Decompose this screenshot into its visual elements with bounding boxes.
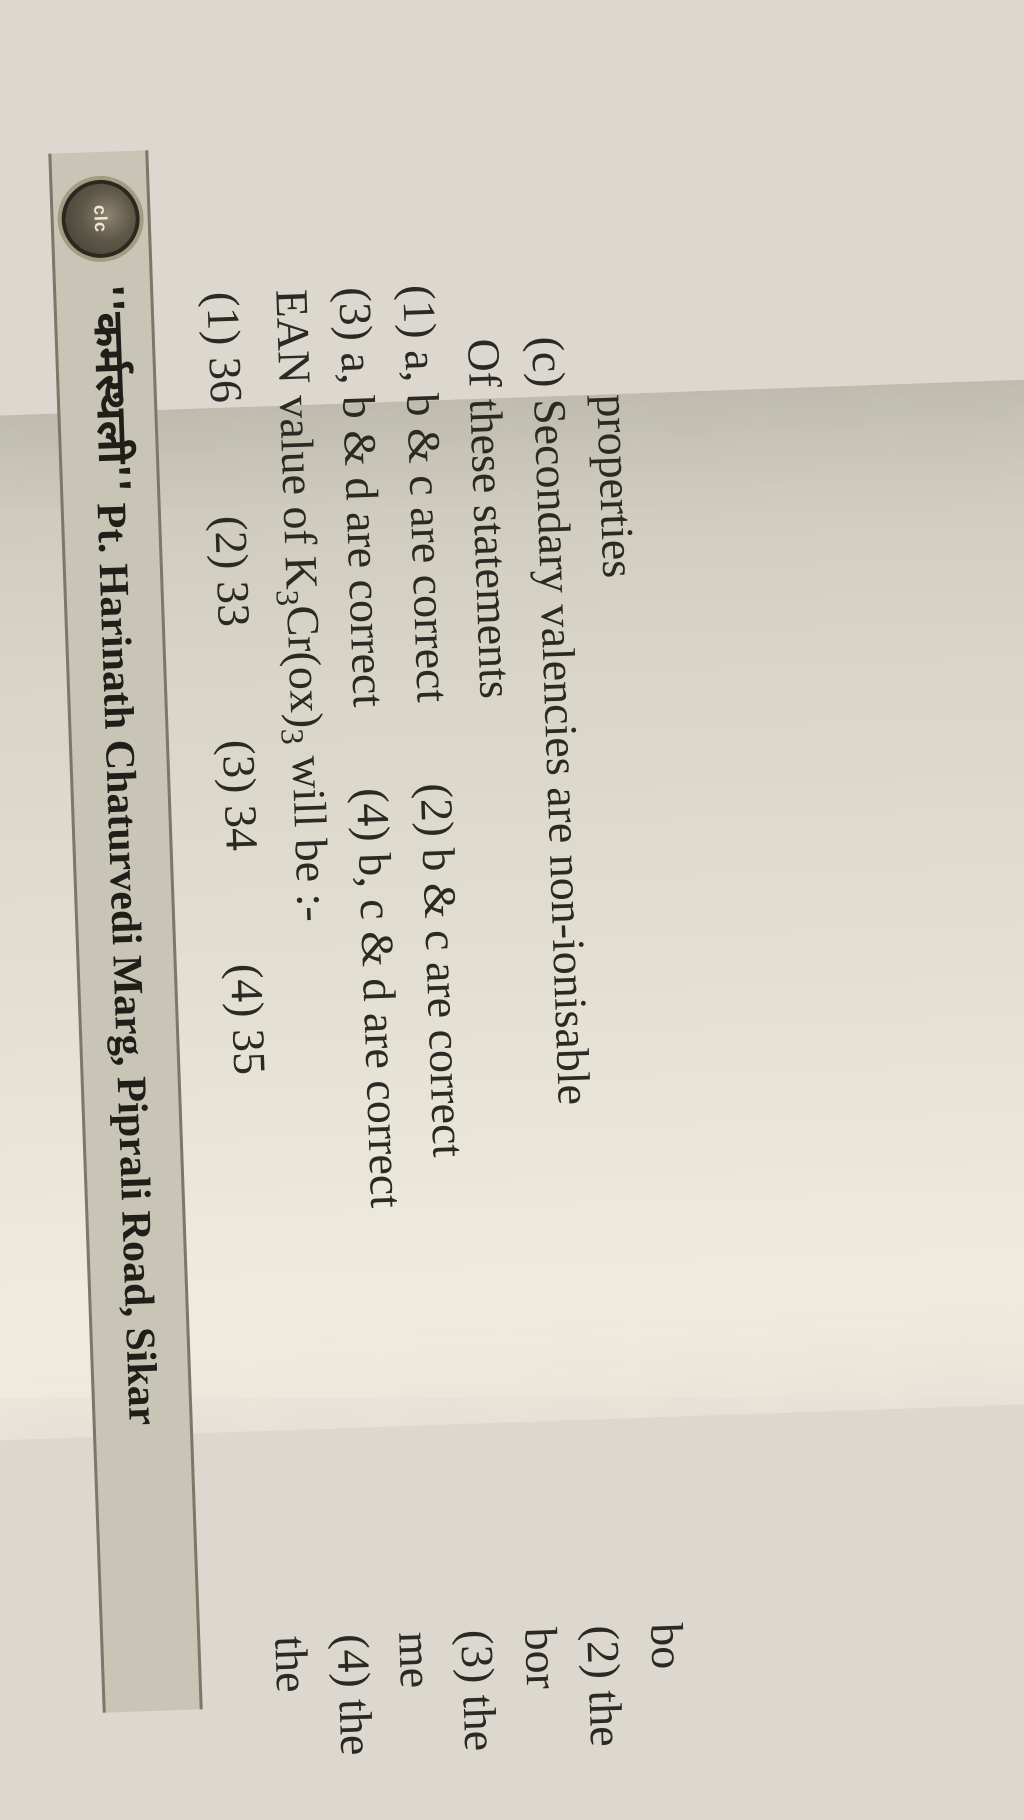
cut-me: me xyxy=(388,1631,443,1689)
ean-opt-2: (2) 33 xyxy=(205,515,260,628)
ean-opt-3: (3) 34 xyxy=(213,739,268,852)
cut-4the: (4) the xyxy=(326,1633,383,1756)
cut-2the: (2) the xyxy=(576,1624,633,1747)
footer-bar: clc ''कर्मस्थली'' Pt. Harinath Chaturved… xyxy=(48,150,202,1713)
question-block: properties (c) Secondary valencies are n… xyxy=(48,133,690,1713)
footer-address: Pt. Harinath Chaturvedi Marg, Piprali Ro… xyxy=(86,502,166,1426)
option-1: (1) a, b & c are correct xyxy=(393,284,459,703)
ean-opt-1: (1) 36 xyxy=(197,291,252,404)
ean-opt-4: (4) 35 xyxy=(221,963,276,1076)
option-4: (4) b, c & d are correct xyxy=(347,787,413,1209)
option-3: (3) a, b & d are correct xyxy=(329,286,395,708)
cut-bo: bo xyxy=(640,1622,695,1670)
option-2: (2) b & c are correct xyxy=(410,782,474,1158)
institute-seal: clc xyxy=(60,179,141,260)
cut-3the: (3) the xyxy=(450,1629,507,1752)
seal-text: clc xyxy=(89,205,111,234)
cut-bor: bor xyxy=(514,1627,569,1690)
cut-the: the xyxy=(264,1635,319,1693)
footer-hindi: ''कर्मस्थली'' xyxy=(75,283,137,493)
scanned-page: properties (c) Secondary valencies are n… xyxy=(0,367,1024,1454)
